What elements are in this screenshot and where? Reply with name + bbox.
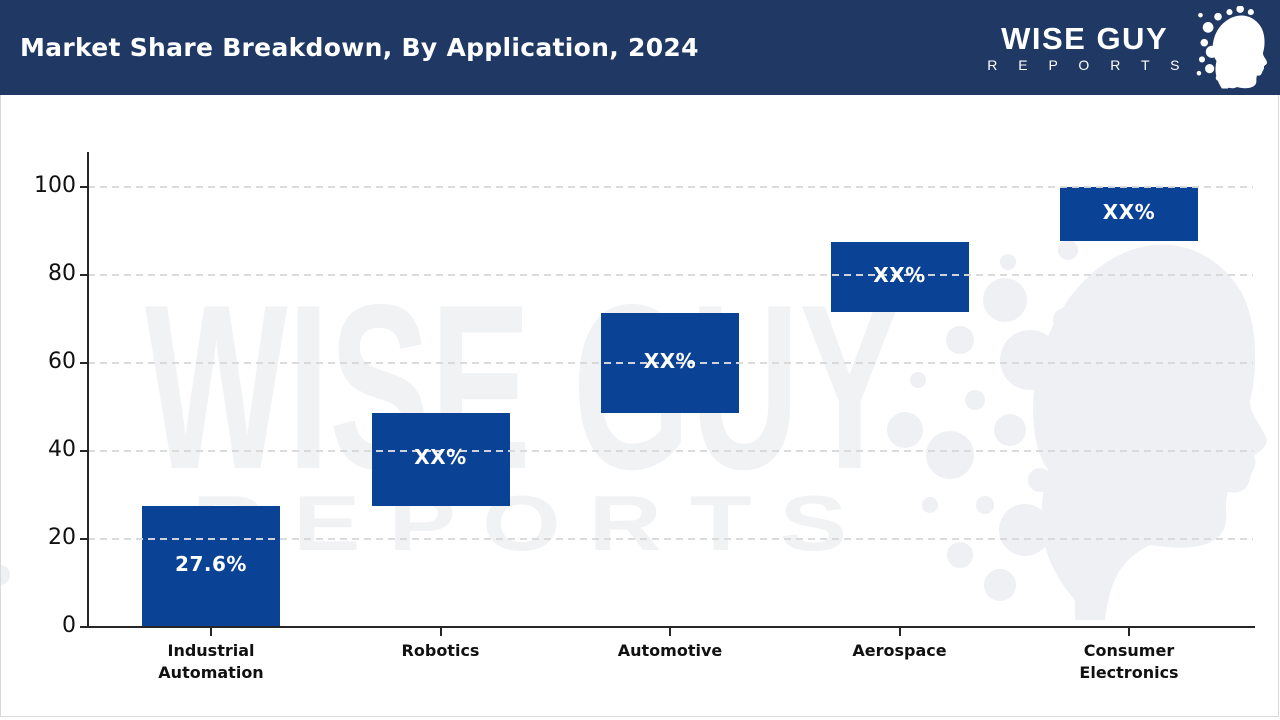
y-axis-tick xyxy=(80,274,88,276)
page-title: Market Share Breakdown, By Application, … xyxy=(20,33,699,62)
gridline xyxy=(88,450,1253,452)
gridline xyxy=(88,186,1253,188)
bar-segment xyxy=(142,505,280,627)
brand-subname: R E P O R T S xyxy=(987,57,1188,74)
bar-value-label: XX% xyxy=(1102,200,1156,225)
x-axis-tick xyxy=(210,628,212,636)
y-tick-label: 60 xyxy=(48,349,76,374)
y-tick-label: 0 xyxy=(62,613,76,638)
y-axis-line xyxy=(87,152,89,628)
brand-name: WISE GUY xyxy=(1001,20,1169,56)
wiseguy-head-icon xyxy=(1196,6,1268,89)
x-axis-tick xyxy=(669,628,671,636)
x-tick-label: Aerospace xyxy=(852,641,947,660)
y-axis-tick xyxy=(80,186,88,188)
gridline xyxy=(88,274,1253,276)
bar-segment xyxy=(1060,187,1198,242)
y-tick-label: 100 xyxy=(34,173,76,198)
watermark-text-line2: R E P O R T S xyxy=(192,479,847,567)
bar-segment xyxy=(371,413,510,506)
bar-segment xyxy=(830,242,969,312)
y-tick-label: 80 xyxy=(48,261,76,286)
y-axis-tick xyxy=(80,538,88,540)
y-tick-label: 40 xyxy=(48,437,76,462)
bar-value-label: XX% xyxy=(873,262,926,287)
head-watermark-icon xyxy=(0,240,1267,620)
bar-value-label: XX% xyxy=(414,445,467,470)
gridline xyxy=(88,362,1253,364)
y-axis-tick xyxy=(80,362,88,364)
x-axis-tick xyxy=(1128,628,1130,636)
bar-value-label: XX% xyxy=(643,349,697,373)
gridline xyxy=(88,538,1253,540)
y-axis-tick xyxy=(80,626,88,628)
x-axis-tick xyxy=(439,628,442,636)
brand-logo-text: WISE GUY R E P O R T S xyxy=(981,20,1188,74)
x-axis-tick xyxy=(898,628,901,636)
x-tick-label: Industrial Automation xyxy=(158,641,264,682)
y-tick-label: 20 xyxy=(48,525,76,550)
x-tick-label: Automotive xyxy=(617,641,723,660)
y-axis-tick xyxy=(80,450,88,452)
brand-logo: WISE GUY R E P O R T S xyxy=(981,4,1270,92)
x-axis-line xyxy=(87,626,1255,628)
watermark-text-line1: WISE GUY xyxy=(145,255,900,518)
header-bar: Market Share Breakdown, By Application, … xyxy=(0,0,1280,95)
x-tick-label: Consumer Electronics xyxy=(1079,641,1179,682)
x-tick-label: Robotics xyxy=(401,641,480,660)
bar-value-label: 27.6% xyxy=(175,552,247,577)
